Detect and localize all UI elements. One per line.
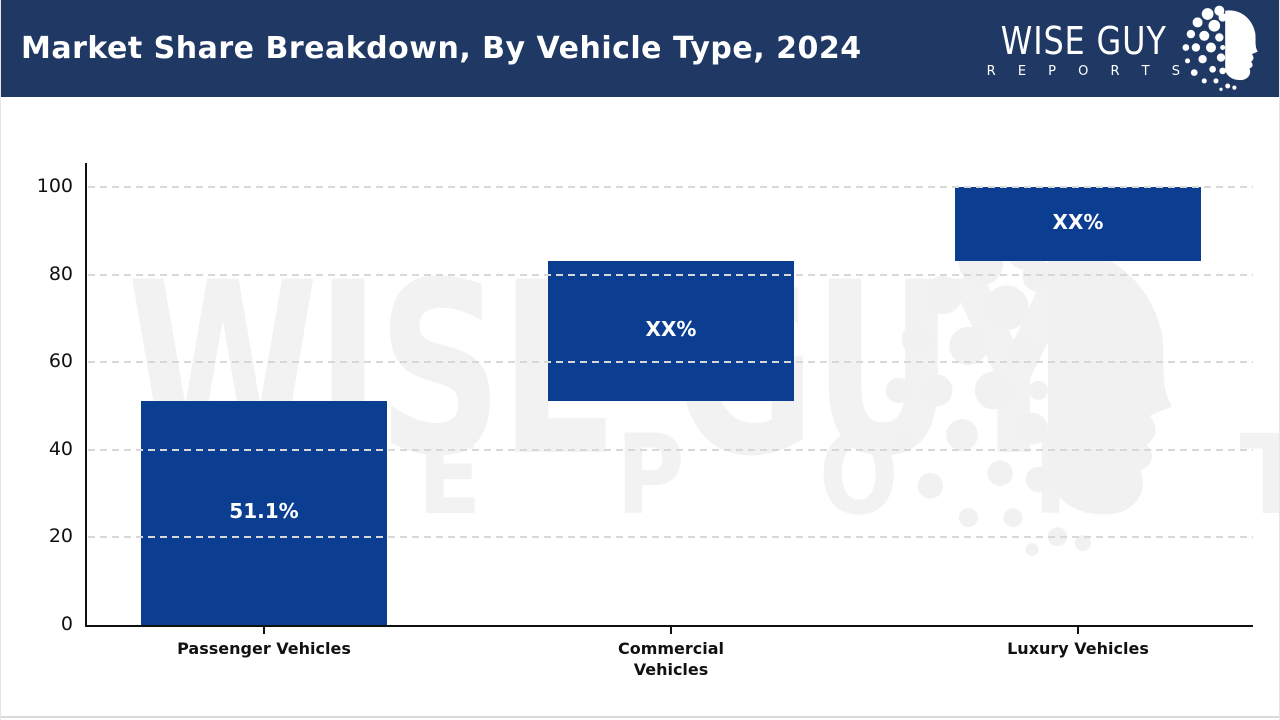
watermark-face-dots-icon [885,231,1172,556]
y-tick-label: 0 [60,612,73,635]
bar-value-label: XX% [1052,209,1104,234]
x-tick-mark [1077,627,1079,634]
header-bar: Market Share Breakdown, By Vehicle Type,… [1,0,1279,97]
y-tick-label: 80 [48,262,73,285]
x-tick-label: Commercial Vehicles [617,639,725,679]
brand-logo-text: WISE GUY R E P O R T S [978,22,1189,79]
x-tick-label: Luxury Vehicles [1007,639,1149,658]
gridline [88,536,1253,538]
face-dots-icon [1182,5,1258,91]
brand-logo: WISE GUY R E P O R T S [978,4,1267,96]
x-tick-mark [263,627,265,634]
gridline [88,186,1253,188]
y-tick-label: 20 [48,525,73,547]
bottom-edge-line [1,716,1279,718]
bar [955,187,1201,261]
bar-value-label: 51.1% [229,498,299,523]
page-title: Market Share Breakdown, By Vehicle Type,… [21,31,862,66]
y-tick-label: 60 [48,350,73,372]
x-tick-mark [670,627,672,634]
gridline [88,448,1253,451]
brand-name: WISE GUY [1000,18,1167,63]
y-axis-line [85,163,87,627]
bar [141,400,387,625]
y-tick-label: 40 [48,437,73,460]
brand-subname: R E P O R T S [986,63,1189,79]
bar-value-label: XX% [645,316,697,341]
x-tick-label: Passenger Vehicles [177,639,351,658]
gridline [88,273,1253,276]
bar [548,260,794,401]
gridline [88,361,1253,363]
y-tick-label: 100 [36,175,73,197]
x-axis-line [85,625,1253,627]
